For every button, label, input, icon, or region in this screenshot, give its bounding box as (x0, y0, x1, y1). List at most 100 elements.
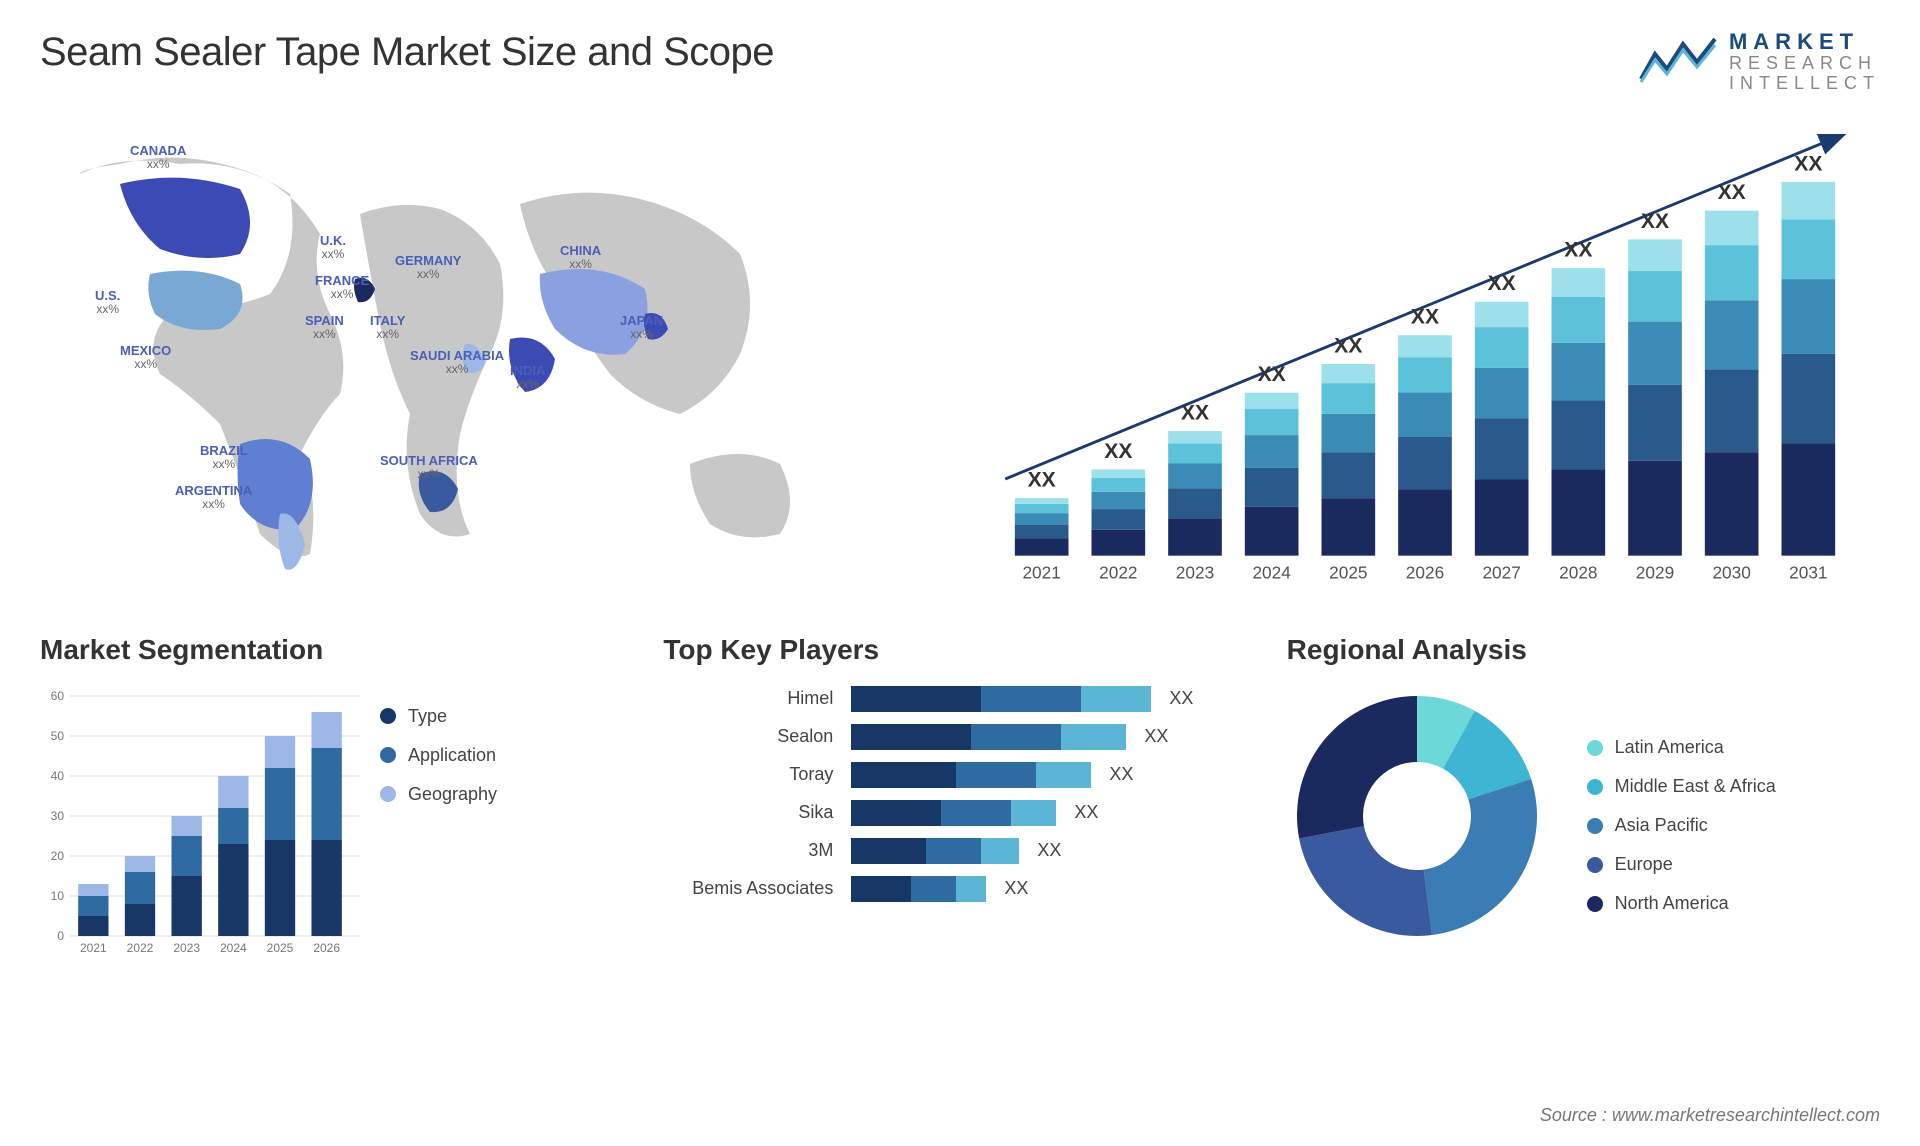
map-label: MEXICOxx% (120, 344, 171, 371)
player-bar-seg (911, 876, 956, 902)
svg-text:XX: XX (1258, 363, 1286, 386)
map-label: CANADAxx% (130, 144, 186, 171)
player-bar-seg (926, 838, 981, 864)
player-value: XX (1064, 802, 1098, 823)
legend-item: Asia Pacific (1587, 815, 1776, 836)
player-row: Sika XX (663, 800, 1256, 826)
svg-text:2025: 2025 (267, 941, 294, 955)
map-label: JAPANxx% (620, 314, 663, 341)
player-bar-seg (1036, 762, 1091, 788)
svg-text:2030: 2030 (1712, 562, 1750, 582)
legend-item: Application (380, 745, 497, 766)
player-bar (851, 838, 1019, 864)
player-bar (851, 686, 1151, 712)
legend-item: Latin America (1587, 737, 1776, 758)
player-row: Sealon XX (663, 724, 1256, 750)
map-label: GERMANYxx% (395, 254, 461, 281)
svg-text:2026: 2026 (1406, 562, 1444, 582)
legend-item: Middle East & Africa (1587, 776, 1776, 797)
legend-item: Europe (1587, 854, 1776, 875)
legend-label: Geography (408, 784, 497, 805)
svg-text:XX: XX (1181, 401, 1209, 424)
map-label: U.S.xx% (95, 289, 120, 316)
legend-label: Europe (1615, 854, 1673, 875)
legend-label: Latin America (1615, 737, 1724, 758)
legend-dot (380, 708, 396, 724)
legend-label: Asia Pacific (1615, 815, 1708, 836)
legend-item: Type (380, 706, 497, 727)
legend-dot (1587, 896, 1603, 912)
legend-dot (380, 747, 396, 763)
player-row: Bemis Associates XX (663, 876, 1256, 902)
segmentation-legend: Type Application Geography (380, 686, 497, 966)
svg-text:XX: XX (1028, 468, 1056, 491)
player-value: XX (1159, 688, 1193, 709)
legend-dot (380, 786, 396, 802)
player-bar-seg (851, 838, 926, 864)
player-bar-seg (941, 800, 1011, 826)
player-bar-seg (1011, 800, 1056, 826)
svg-text:2023: 2023 (173, 941, 200, 955)
growth-chart-svg: XX2021XX2022XX2023XX2024XX2025XX2026XX20… (970, 134, 1880, 594)
segmentation-panel: Market Segmentation 01020304050602021202… (40, 634, 633, 966)
svg-text:50: 50 (51, 729, 65, 743)
player-name: Toray (663, 764, 843, 785)
player-name: Bemis Associates (663, 878, 843, 899)
svg-text:2024: 2024 (1252, 562, 1291, 582)
map-label: FRANCExx% (315, 274, 369, 301)
page-title: Seam Sealer Tape Market Size and Scope (40, 30, 774, 75)
legend-dot (1587, 818, 1603, 834)
svg-text:10: 10 (51, 889, 65, 903)
svg-text:2028: 2028 (1559, 562, 1597, 582)
svg-text:30: 30 (51, 809, 65, 823)
legend-label: Middle East & Africa (1615, 776, 1776, 797)
svg-text:2027: 2027 (1482, 562, 1520, 582)
player-name: Himel (663, 688, 843, 709)
player-bar-seg (971, 724, 1061, 750)
player-bar (851, 724, 1126, 750)
legend-label: North America (1615, 893, 1729, 914)
legend-dot (1587, 740, 1603, 756)
svg-text:2021: 2021 (1022, 562, 1060, 582)
legend-label: Application (408, 745, 496, 766)
player-name: Sika (663, 802, 843, 823)
player-value: XX (1099, 764, 1133, 785)
svg-text:2026: 2026 (313, 941, 340, 955)
svg-text:XX: XX (1104, 440, 1132, 463)
logo: MARKET RESEARCH INTELLECT (1639, 30, 1880, 94)
svg-text:XX: XX (1411, 306, 1439, 329)
svg-text:40: 40 (51, 769, 65, 783)
player-name: Sealon (663, 726, 843, 747)
player-bar-seg (851, 724, 971, 750)
svg-text:XX: XX (1488, 272, 1516, 295)
player-row: Toray XX (663, 762, 1256, 788)
player-bar-seg (981, 686, 1081, 712)
player-value: XX (994, 878, 1028, 899)
segmentation-title: Market Segmentation (40, 634, 633, 666)
player-bar-seg (981, 838, 1019, 864)
svg-text:2022: 2022 (1099, 562, 1137, 582)
player-bar (851, 762, 1091, 788)
map-label: SAUDI ARABIAxx% (410, 349, 504, 376)
map-label: BRAZILxx% (200, 444, 248, 471)
players-title: Top Key Players (663, 634, 1256, 666)
svg-text:2022: 2022 (127, 941, 154, 955)
logo-icon (1639, 34, 1719, 89)
map-label: INDIAxx% (510, 364, 545, 391)
player-row: 3MXX (663, 838, 1256, 864)
player-value: XX (1134, 726, 1168, 747)
logo-text-3: INTELLECT (1729, 74, 1880, 94)
map-label: U.K.xx% (320, 234, 346, 261)
player-bar-seg (956, 876, 986, 902)
logo-text-2: RESEARCH (1729, 54, 1880, 74)
legend-item: North America (1587, 893, 1776, 914)
map-label: SOUTH AFRICAxx% (380, 454, 478, 481)
map-label: ITALYxx% (370, 314, 405, 341)
regional-panel: Regional Analysis Latin America Middle Ea… (1287, 634, 1880, 966)
svg-text:0: 0 (57, 929, 64, 943)
svg-text:XX: XX (1564, 238, 1592, 261)
player-row: Himel XX (663, 686, 1256, 712)
player-bar (851, 800, 1056, 826)
regional-title: Regional Analysis (1287, 634, 1880, 666)
player-bar-seg (851, 762, 956, 788)
